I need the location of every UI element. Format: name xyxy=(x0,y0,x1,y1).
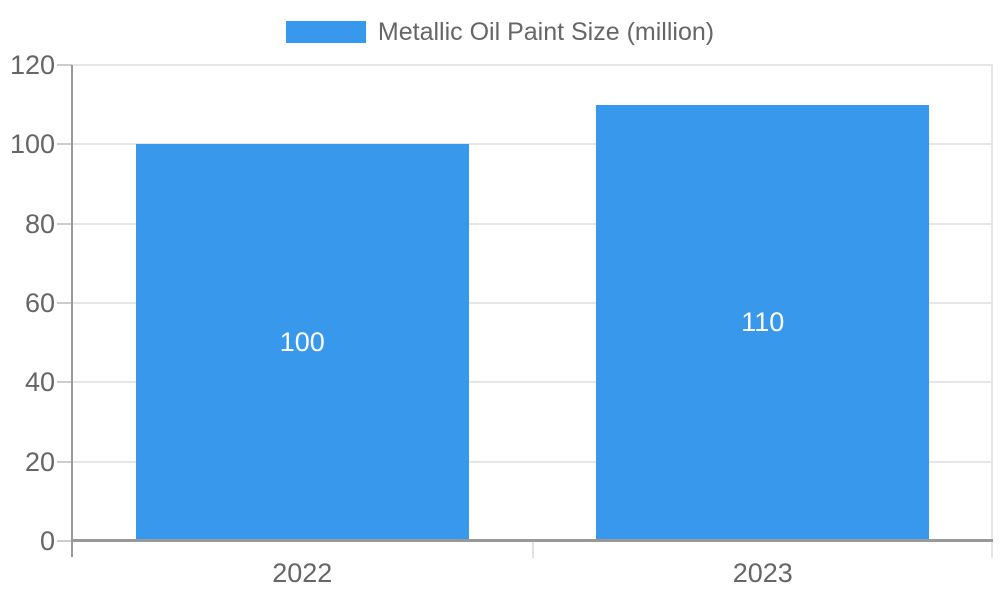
gridline-80 xyxy=(72,222,993,225)
y-axis-label-120: 120 xyxy=(9,50,55,80)
x-axis-label-2022: 2022 xyxy=(272,558,333,588)
plot-right-border xyxy=(991,65,993,558)
y-axis-tick-80 xyxy=(57,222,72,225)
gridline-20 xyxy=(72,460,993,463)
y-axis-label-40: 40 xyxy=(24,367,55,398)
gridline-120 xyxy=(72,64,993,66)
bar-2023[interactable]: 110 xyxy=(596,104,930,541)
y-axis-label-80: 80 xyxy=(24,208,55,239)
y-axis-label-0: 0 xyxy=(39,526,55,556)
legend-item[interactable]: Metallic Oil Paint Size (million) xyxy=(285,17,715,47)
chart-legend: Metallic Oil Paint Size (million) xyxy=(0,0,1000,64)
bar-value-label: 100 xyxy=(279,327,325,358)
y-axis-tick-0 xyxy=(57,540,72,542)
y-axis-label-60: 60 xyxy=(24,288,55,318)
y-axis-tick-20 xyxy=(57,460,72,463)
gridline-100 xyxy=(72,143,993,146)
bar-value-label: 110 xyxy=(741,307,785,338)
x-axis-label-2023: 2023 xyxy=(732,558,793,588)
gridline-40 xyxy=(72,381,993,384)
y-axis-label-100: 100 xyxy=(9,129,55,160)
y-axis-tick-100 xyxy=(57,143,72,146)
legend-swatch xyxy=(285,21,366,43)
legend-label: Metallic Oil Paint Size (million) xyxy=(377,17,715,46)
y-axis-line xyxy=(71,65,73,557)
y-axis-tick-60 xyxy=(57,302,72,304)
x-axis-line xyxy=(72,539,993,542)
y-axis-label-20: 20 xyxy=(24,446,55,477)
gridline-60 xyxy=(72,302,993,304)
y-axis-tick-120 xyxy=(57,64,72,66)
y-axis-tick-40 xyxy=(57,381,72,384)
x-axis-mid-tick xyxy=(531,542,534,558)
bar-2022[interactable]: 100 xyxy=(135,144,469,541)
